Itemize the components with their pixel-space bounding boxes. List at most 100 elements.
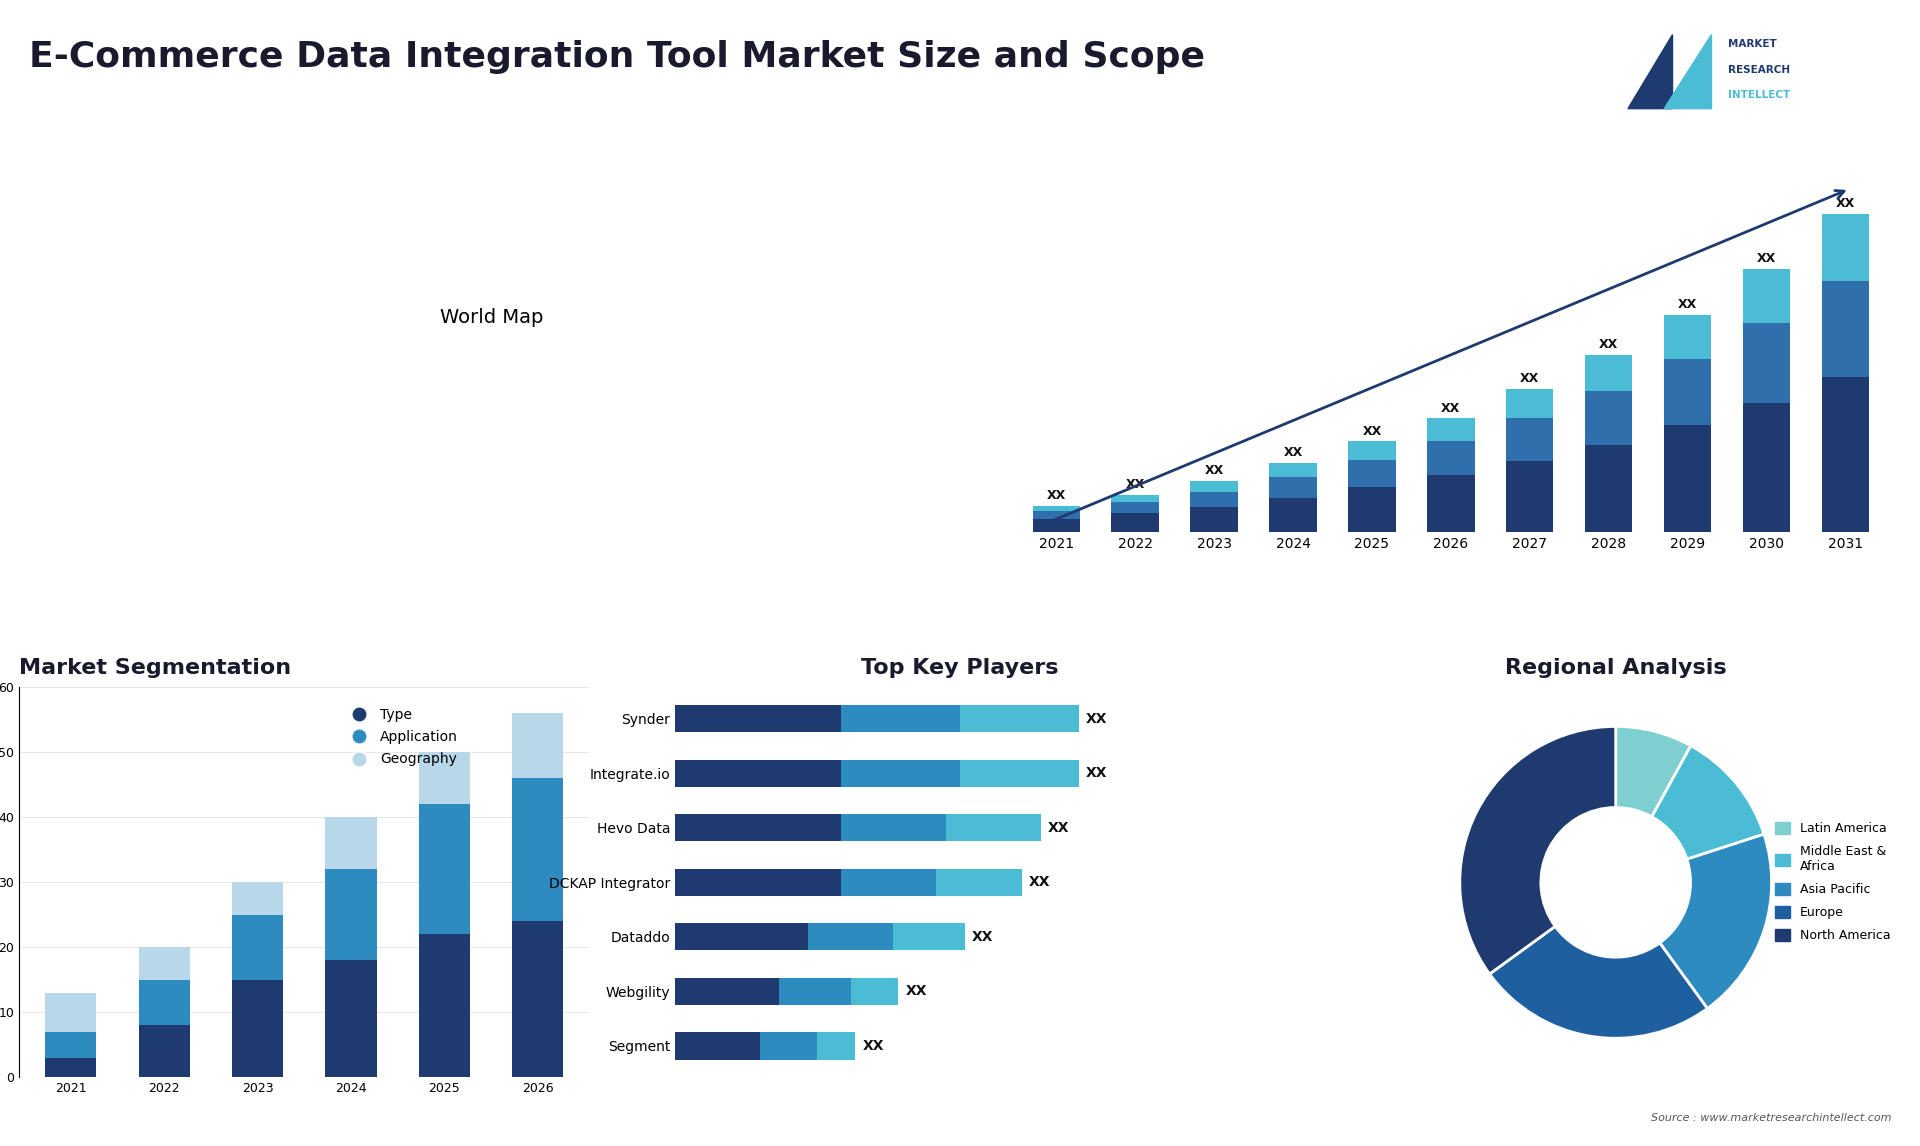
Bar bbox=[513, 778, 563, 921]
Bar bbox=[1822, 281, 1870, 377]
Text: RESEARCH: RESEARCH bbox=[1728, 64, 1789, 74]
Bar bbox=[1505, 461, 1553, 532]
Title: Top Key Players: Top Key Players bbox=[862, 658, 1058, 677]
Bar bbox=[1033, 519, 1079, 532]
Text: XX: XX bbox=[1599, 338, 1619, 352]
Bar bbox=[1822, 214, 1870, 281]
Bar bbox=[893, 924, 964, 950]
Text: Source : www.marketresearchintellect.com: Source : www.marketresearchintellect.com bbox=[1651, 1113, 1891, 1123]
Bar bbox=[1427, 476, 1475, 532]
Bar bbox=[676, 1033, 760, 1060]
Text: XX: XX bbox=[1125, 478, 1144, 490]
Bar bbox=[1665, 315, 1711, 360]
Bar bbox=[419, 804, 470, 934]
Bar bbox=[44, 1058, 96, 1077]
Bar bbox=[937, 869, 1021, 896]
Bar bbox=[1743, 269, 1789, 323]
Bar bbox=[1348, 441, 1396, 460]
Bar bbox=[513, 714, 563, 778]
Wedge shape bbox=[1490, 926, 1707, 1038]
Bar bbox=[1427, 418, 1475, 441]
Bar bbox=[676, 705, 841, 732]
Text: XX: XX bbox=[1087, 712, 1108, 725]
Wedge shape bbox=[1617, 727, 1692, 817]
Bar bbox=[1033, 511, 1079, 519]
Bar bbox=[1348, 487, 1396, 532]
Bar bbox=[513, 921, 563, 1077]
Bar bbox=[1269, 463, 1317, 478]
Bar bbox=[780, 978, 851, 1005]
Bar bbox=[138, 1026, 190, 1077]
Text: XX: XX bbox=[1836, 197, 1855, 211]
Bar bbox=[419, 934, 470, 1077]
Bar bbox=[947, 814, 1041, 841]
Bar bbox=[1505, 388, 1553, 418]
Bar bbox=[1586, 391, 1632, 445]
Bar bbox=[960, 760, 1079, 787]
Bar bbox=[138, 948, 190, 980]
Text: INTELLECT: INTELLECT bbox=[1728, 91, 1791, 100]
Text: XX: XX bbox=[1757, 252, 1776, 265]
Bar bbox=[1427, 441, 1475, 476]
Text: XX: XX bbox=[972, 929, 993, 944]
Bar bbox=[1822, 377, 1870, 532]
Bar bbox=[841, 760, 960, 787]
Bar bbox=[1033, 505, 1079, 511]
Text: MARKET: MARKET bbox=[1728, 39, 1776, 49]
Text: XX: XX bbox=[1087, 767, 1108, 780]
Bar bbox=[232, 915, 284, 980]
Bar bbox=[1348, 460, 1396, 487]
Bar bbox=[841, 814, 947, 841]
Wedge shape bbox=[1651, 746, 1764, 860]
Bar bbox=[324, 870, 376, 960]
Bar bbox=[324, 960, 376, 1077]
Bar bbox=[676, 924, 808, 950]
Text: XX: XX bbox=[906, 984, 927, 998]
Bar bbox=[760, 1033, 818, 1060]
Bar bbox=[324, 817, 376, 870]
Bar bbox=[232, 980, 284, 1077]
Bar bbox=[419, 753, 470, 804]
Title: Regional Analysis: Regional Analysis bbox=[1505, 658, 1726, 677]
Bar bbox=[1269, 478, 1317, 499]
Legend: Latin America, Middle East &
Africa, Asia Pacific, Europe, North America: Latin America, Middle East & Africa, Asi… bbox=[1770, 817, 1895, 948]
Text: XX: XX bbox=[1363, 424, 1382, 438]
Text: XX: XX bbox=[862, 1039, 883, 1053]
Text: XX: XX bbox=[1029, 876, 1050, 889]
Bar bbox=[1112, 495, 1160, 502]
Bar bbox=[1190, 507, 1238, 532]
Bar bbox=[1190, 492, 1238, 507]
Bar bbox=[1665, 360, 1711, 425]
Wedge shape bbox=[1459, 727, 1617, 974]
Text: XX: XX bbox=[1048, 821, 1069, 834]
Bar bbox=[1190, 480, 1238, 492]
Bar bbox=[676, 760, 841, 787]
Bar bbox=[676, 869, 841, 896]
Bar bbox=[1586, 445, 1632, 532]
Text: XX: XX bbox=[1046, 489, 1066, 502]
Bar bbox=[1112, 513, 1160, 532]
Bar bbox=[44, 992, 96, 1031]
Bar bbox=[676, 814, 841, 841]
Bar bbox=[232, 882, 284, 915]
Bar bbox=[1743, 323, 1789, 403]
Text: XX: XX bbox=[1678, 298, 1697, 311]
Text: XX: XX bbox=[1521, 372, 1540, 385]
Bar bbox=[818, 1033, 856, 1060]
Bar bbox=[841, 869, 937, 896]
Bar bbox=[1112, 502, 1160, 513]
Text: XX: XX bbox=[1442, 401, 1461, 415]
Polygon shape bbox=[1628, 34, 1672, 109]
Bar bbox=[44, 1031, 96, 1058]
Bar bbox=[841, 705, 960, 732]
Bar bbox=[676, 978, 780, 1005]
Bar bbox=[960, 705, 1079, 732]
Text: XX: XX bbox=[1204, 464, 1223, 477]
Bar bbox=[851, 978, 899, 1005]
Text: Market Segmentation: Market Segmentation bbox=[19, 658, 292, 677]
Polygon shape bbox=[1665, 34, 1711, 109]
Bar bbox=[1269, 499, 1317, 532]
Bar bbox=[1665, 425, 1711, 532]
Bar bbox=[138, 980, 190, 1026]
Bar bbox=[1743, 403, 1789, 532]
